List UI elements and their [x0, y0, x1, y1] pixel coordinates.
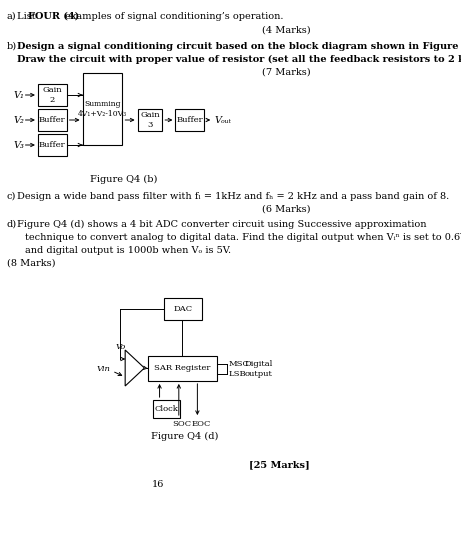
Text: Draw the circuit with proper value of resistor (set all the feedback resistors t: Draw the circuit with proper value of re… [17, 55, 461, 64]
Text: examples of signal conditioning’s operation.: examples of signal conditioning’s operat… [62, 12, 284, 21]
Text: b): b) [7, 42, 17, 51]
Bar [164, 298, 201, 320]
Text: V₃: V₃ [14, 141, 24, 150]
Text: [25 Marks]: [25 Marks] [249, 460, 310, 469]
Text: a): a) [7, 12, 17, 21]
Bar [38, 134, 67, 156]
Text: (6 Marks): (6 Marks) [262, 205, 310, 214]
Text: output: output [244, 370, 272, 379]
Bar [148, 356, 217, 381]
Text: Vₒᵤₜ: Vₒᵤₜ [214, 116, 231, 125]
Text: Digital: Digital [244, 360, 272, 369]
Text: 16: 16 [152, 480, 165, 489]
Text: MSC: MSC [228, 360, 249, 369]
Bar [38, 109, 67, 131]
Bar [38, 84, 67, 106]
Text: Figure Q4 (b): Figure Q4 (b) [90, 175, 158, 184]
Text: Figure Q4 (d): Figure Q4 (d) [151, 432, 219, 441]
Text: (8 Marks): (8 Marks) [7, 259, 55, 268]
Text: V₂: V₂ [14, 116, 24, 125]
Text: (7 Marks): (7 Marks) [261, 68, 310, 77]
Text: List: List [17, 12, 38, 21]
Text: Vin: Vin [96, 365, 110, 373]
Text: Buffer: Buffer [39, 116, 65, 124]
Text: d): d) [7, 220, 17, 229]
Text: FOUR (4): FOUR (4) [28, 12, 79, 21]
Text: LSB: LSB [228, 370, 246, 379]
Text: Vo: Vo [116, 343, 126, 351]
Text: SAR Register: SAR Register [154, 364, 210, 373]
Bar [153, 400, 180, 418]
Text: technique to convert analog to digital data. Find the digital output when Vᵢⁿ is: technique to convert analog to digital d… [25, 233, 461, 242]
Bar [137, 109, 162, 131]
Text: Buffer: Buffer [177, 116, 203, 124]
Text: V₁: V₁ [14, 91, 24, 100]
Text: Buffer: Buffer [39, 141, 65, 149]
Text: Clock: Clock [154, 405, 178, 413]
Text: c): c) [7, 192, 16, 201]
Text: Gain
2: Gain 2 [42, 86, 62, 103]
Text: and digital output is 1000b when Vₒ is 5V.: and digital output is 1000b when Vₒ is 5… [25, 246, 231, 255]
Text: SOC: SOC [172, 420, 192, 428]
Text: Summing
4V₁+V₂-10V₃: Summing 4V₁+V₂-10V₃ [78, 101, 127, 118]
Text: Design a signal conditioning circuit based on the block diagram shown in Figure : Design a signal conditioning circuit bas… [17, 42, 461, 51]
Text: Figure Q4 (d) shows a 4 bit ADC converter circuit using Successive approximation: Figure Q4 (d) shows a 4 bit ADC converte… [17, 220, 426, 229]
Text: DAC: DAC [173, 305, 192, 313]
Text: EOC: EOC [192, 420, 211, 428]
Text: Design a wide band pass filter with fₗ = 1kHz and fₕ = 2 kHz and a pass band gai: Design a wide band pass filter with fₗ =… [17, 192, 449, 201]
Bar [83, 73, 123, 145]
Text: Gain
3: Gain 3 [140, 112, 160, 129]
Bar [175, 109, 204, 131]
Text: (4 Marks): (4 Marks) [261, 26, 310, 35]
